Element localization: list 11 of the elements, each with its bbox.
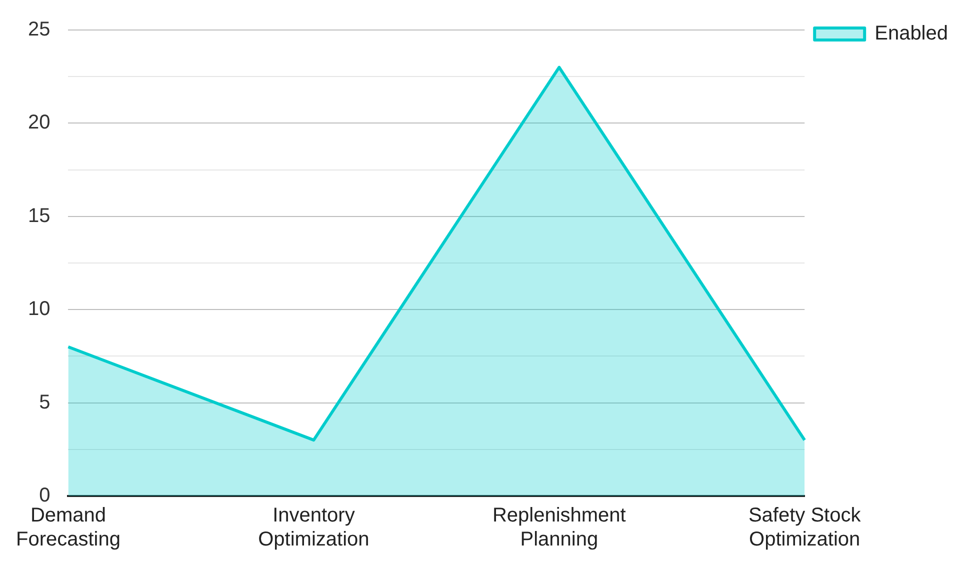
legend-label: Enabled <box>874 22 948 45</box>
y-tick-label: 25 <box>28 18 50 41</box>
y-tick-label: 5 <box>39 391 50 414</box>
y-tick-label: 20 <box>28 112 50 134</box>
x-tick-label: Demand Forecasting <box>16 504 120 551</box>
x-tick-label: Replenishment Planning <box>492 504 626 551</box>
y-tick-label: 0 <box>39 484 50 507</box>
y-tick-label: 15 <box>28 204 50 227</box>
x-tick-label: Inventory Optimization <box>258 504 370 551</box>
x-tick-label: Safety Stock Optimization <box>748 504 862 551</box>
y-tick-label: 10 <box>28 298 50 320</box>
